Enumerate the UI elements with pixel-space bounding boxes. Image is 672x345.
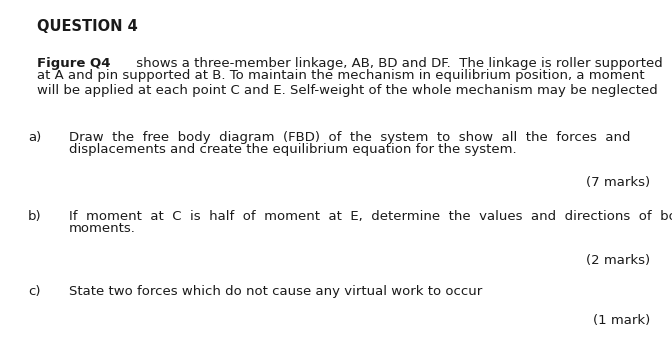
Text: If  moment  at  C  is  half  of  moment  at  E,  determine  the  values  and  di: If moment at C is half of moment at E, d… [69,210,672,224]
Text: a): a) [28,131,42,144]
Text: shows a three-member linkage, AB, BD and DF.  The linkage is roller supported: shows a three-member linkage, AB, BD and… [132,57,663,70]
Text: (2 marks): (2 marks) [587,254,650,267]
Text: Figure Q4: Figure Q4 [37,57,110,70]
Text: QUESTION 4: QUESTION 4 [37,19,138,34]
Text: at A and pin supported at B. To maintain the mechanism in equilibrium position, : at A and pin supported at B. To maintain… [37,69,658,97]
Text: c): c) [28,285,41,298]
Text: b): b) [28,210,42,224]
Text: Draw  the  free  body  diagram  (FBD)  of  the  system  to  show  all  the  forc: Draw the free body diagram (FBD) of the … [69,131,631,144]
Text: (7 marks): (7 marks) [587,176,650,189]
Text: moments.: moments. [69,222,136,235]
Text: displacements and create the equilibrium equation for the system.: displacements and create the equilibrium… [69,143,517,156]
Text: (1 mark): (1 mark) [593,314,650,327]
Text: State two forces which do not cause any virtual work to occur: State two forces which do not cause any … [69,285,482,298]
